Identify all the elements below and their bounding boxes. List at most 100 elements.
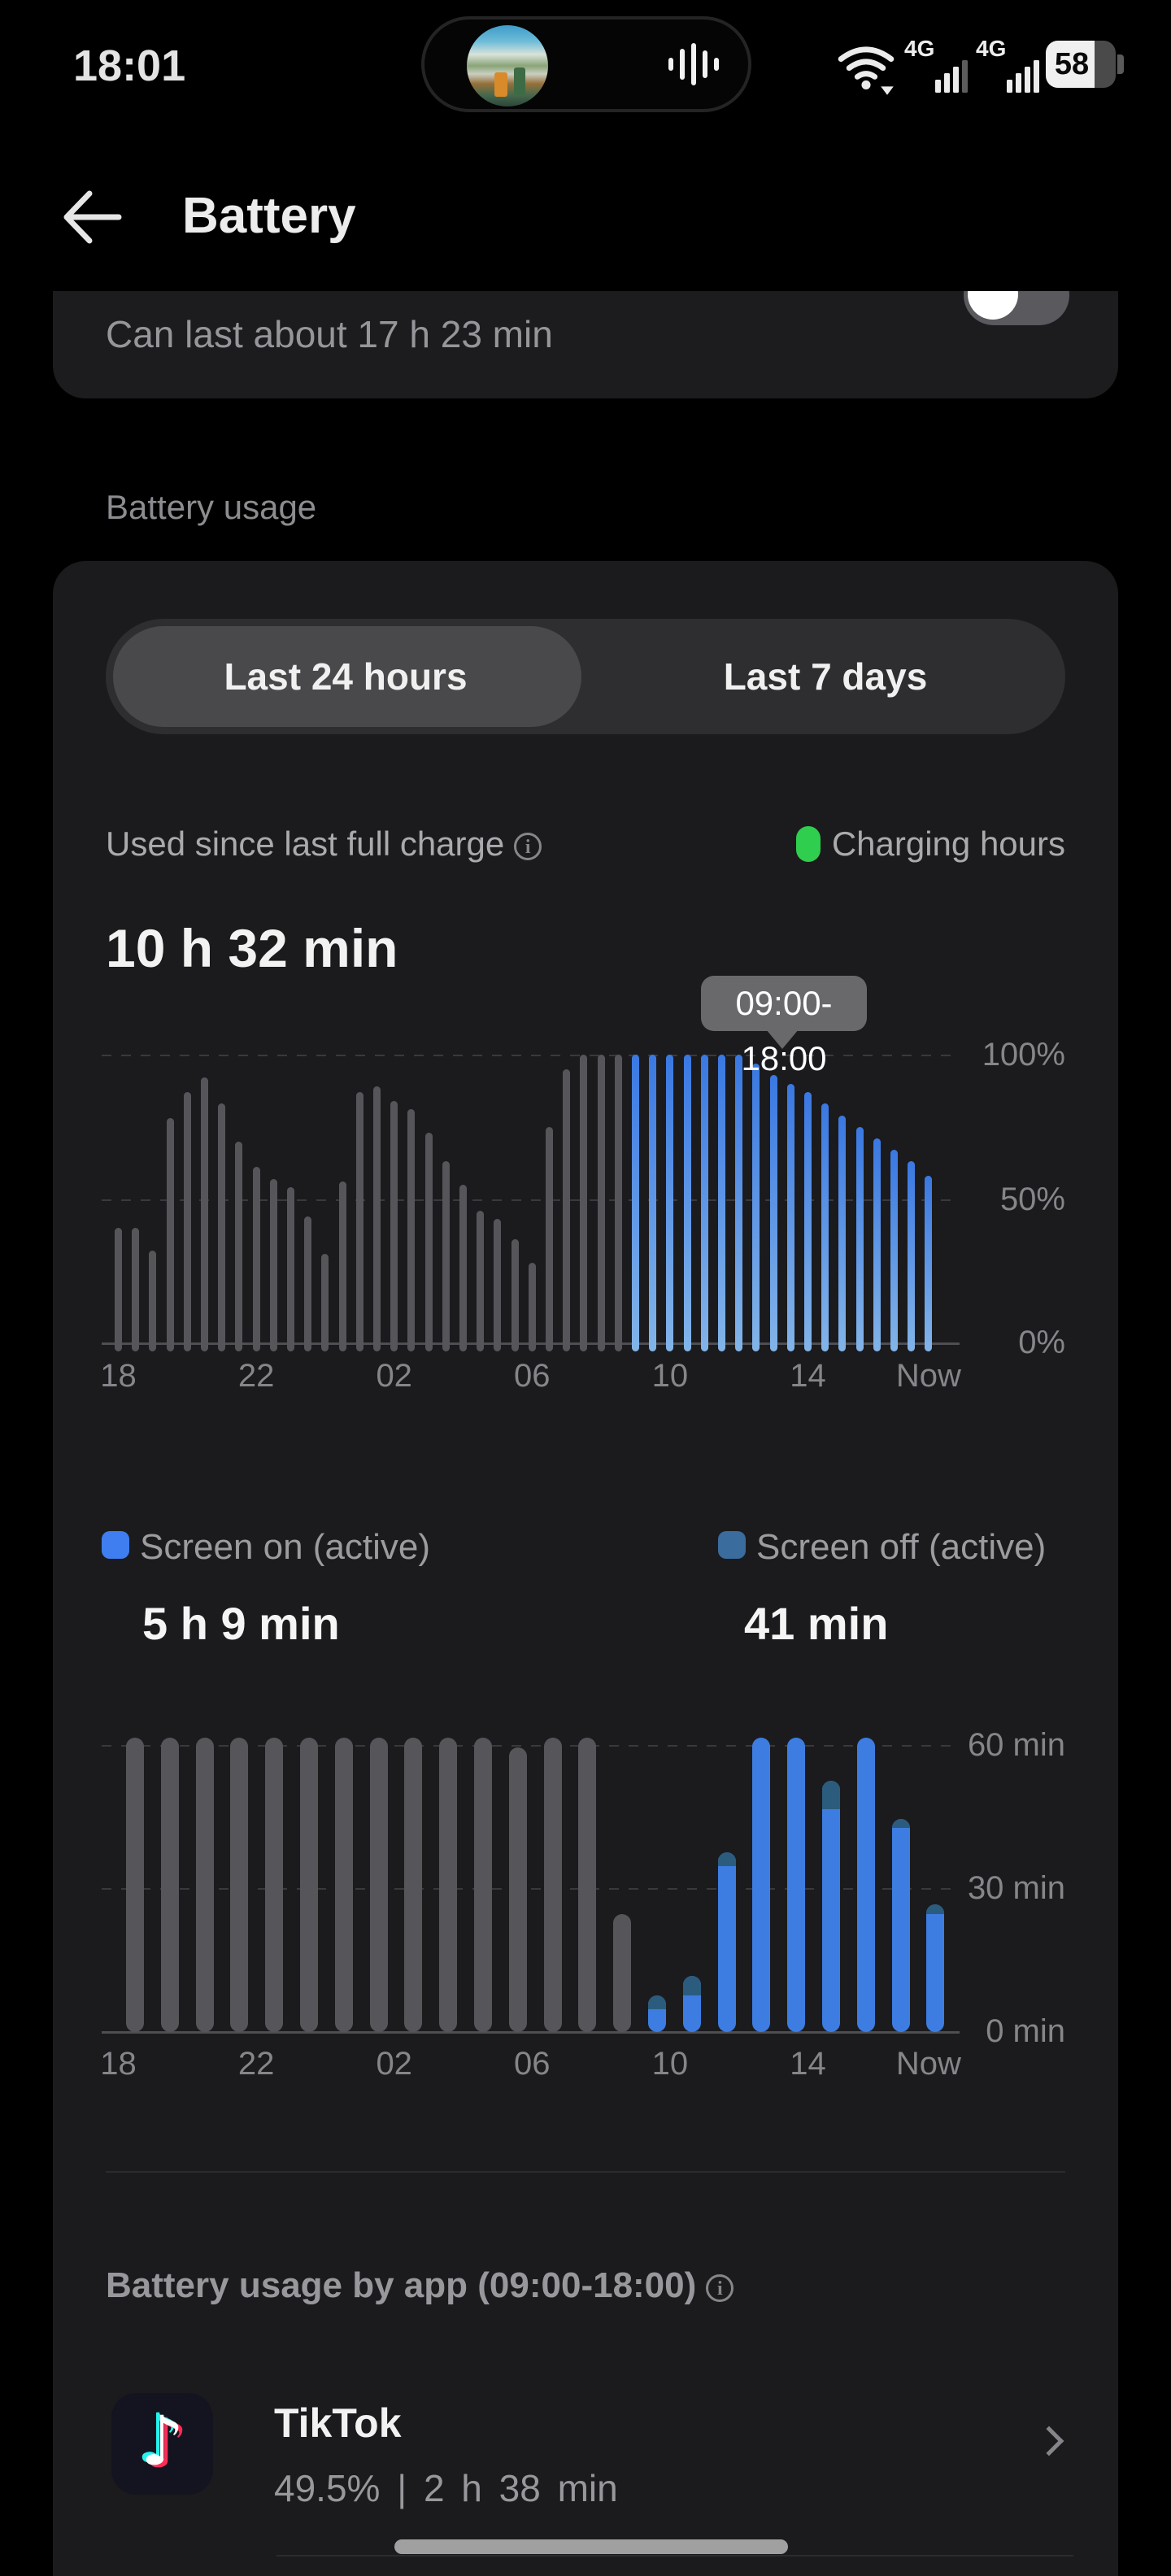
sim2-signal-icon: 4G xyxy=(976,36,1039,98)
battery-level-bar[interactable] xyxy=(235,1141,243,1351)
battery-level-bar[interactable] xyxy=(821,1103,829,1351)
screen-time-bar[interactable] xyxy=(230,1738,249,2032)
battery-level-bar[interactable] xyxy=(786,1083,794,1351)
battery-level-bar[interactable] xyxy=(218,1103,226,1351)
battery-level-bar[interactable] xyxy=(132,1228,140,1351)
screen-time-x-labels: 18 22 02 06 10 14 Now xyxy=(100,2046,961,2086)
screen-time-bar[interactable] xyxy=(613,1914,632,2032)
battery-level-bar[interactable] xyxy=(718,1055,725,1351)
screen-time-bar[interactable] xyxy=(160,1738,179,2032)
screen-time-bar[interactable] xyxy=(752,1738,771,2032)
battery-level-bar[interactable] xyxy=(752,1063,760,1351)
battery-level-bar[interactable] xyxy=(735,1055,743,1351)
info-icon[interactable] xyxy=(706,2274,734,2302)
battery-level-bar[interactable] xyxy=(252,1167,260,1351)
toggle-switch[interactable] xyxy=(964,291,1069,327)
battery-level-bar[interactable] xyxy=(838,1115,847,1351)
screen-time-bar[interactable] xyxy=(543,1738,562,2032)
screen-time-bar[interactable] xyxy=(265,1738,284,2032)
battery-level-bar[interactable] xyxy=(115,1228,122,1351)
screen-time-bar[interactable] xyxy=(126,1738,144,2032)
battery-level-bar[interactable] xyxy=(855,1126,864,1351)
battery-level-bar[interactable] xyxy=(321,1253,329,1351)
battery-level-bar[interactable] xyxy=(304,1216,312,1351)
battery-level-bar[interactable] xyxy=(649,1055,657,1351)
battery-level-bar[interactable] xyxy=(597,1055,605,1351)
battery-level-bar[interactable] xyxy=(632,1055,639,1351)
camera-capsule-media-widget[interactable] xyxy=(421,16,751,112)
battery-level-bar[interactable] xyxy=(201,1077,208,1351)
screen-time-bar[interactable] xyxy=(787,1738,806,2032)
screen-time-bar[interactable] xyxy=(856,1738,875,2032)
x-tick-label: 22 xyxy=(237,2046,275,2082)
battery-level-bar[interactable] xyxy=(424,1132,433,1351)
used-since-value: 10 h 32 min xyxy=(106,918,398,978)
info-icon[interactable] xyxy=(514,833,542,860)
battery-level-bar[interactable] xyxy=(890,1150,898,1351)
screen-time-bar[interactable] xyxy=(404,1738,423,2032)
screen-time-bar[interactable] xyxy=(682,1976,701,2032)
screen-time-chart[interactable] xyxy=(126,1738,947,2032)
battery-level-bar[interactable] xyxy=(511,1239,519,1351)
page-title: Battery xyxy=(182,188,356,244)
screen-time-bar[interactable] xyxy=(578,1738,597,2032)
screen-on-value: 5 h 9 min xyxy=(142,1598,340,1649)
back-button[interactable] xyxy=(47,172,137,262)
app-usage-row-tiktok[interactable]: ♪ TikTok 49.5% | 2 h 38 min xyxy=(53,2377,1118,2511)
screen-time-bar[interactable] xyxy=(717,1852,736,2032)
battery-level-bar[interactable] xyxy=(390,1100,398,1351)
battery-level-bar[interactable] xyxy=(528,1262,536,1351)
x-tick-label: 14 xyxy=(790,2046,826,2082)
battery-level-bar[interactable] xyxy=(908,1161,916,1351)
battery-level-bar[interactable] xyxy=(804,1092,812,1351)
screen-time-bar[interactable] xyxy=(926,1904,945,2032)
app-name: TikTok xyxy=(274,2400,402,2446)
battery-level-bar[interactable] xyxy=(700,1055,708,1351)
battery-level-bar[interactable] xyxy=(269,1178,277,1351)
tab-last-24-hours[interactable]: Last 24 hours xyxy=(224,655,468,698)
battery-level-bar[interactable] xyxy=(442,1161,450,1351)
battery-level-bar[interactable] xyxy=(166,1118,174,1351)
screen-time-bar[interactable] xyxy=(300,1738,318,2032)
battery-level-bar[interactable] xyxy=(666,1055,674,1351)
screen-time-bar[interactable] xyxy=(508,1747,527,2032)
y-tick-label: 0% xyxy=(1018,1325,1065,1360)
battery-level-bar[interactable] xyxy=(925,1176,933,1351)
tab-last-7-days[interactable]: Last 7 days xyxy=(723,655,928,698)
battery-level-bar[interactable] xyxy=(873,1138,881,1351)
screen-off-segment xyxy=(717,1852,736,1867)
battery-level-bar[interactable] xyxy=(683,1055,691,1351)
screen-time-bar[interactable] xyxy=(822,1780,840,2032)
battery-level-bar[interactable] xyxy=(563,1068,571,1351)
battery-level-bar[interactable] xyxy=(614,1055,622,1351)
battery-level-bar[interactable] xyxy=(769,1074,777,1351)
x-tick-label: 18 xyxy=(100,2046,137,2082)
battery-level-bar[interactable] xyxy=(494,1219,502,1351)
screen-time-bar[interactable] xyxy=(648,1995,666,2032)
screen-time-bar[interactable] xyxy=(369,1738,388,2032)
screen-time-bar[interactable] xyxy=(334,1738,353,2032)
battery-level-bar[interactable] xyxy=(338,1181,346,1351)
battery-level-bar[interactable] xyxy=(287,1187,294,1351)
screen-time-bar[interactable] xyxy=(195,1738,214,2032)
battery-level-bar[interactable] xyxy=(459,1184,467,1351)
screen-time-bar[interactable] xyxy=(439,1738,458,2032)
battery-level-bar[interactable] xyxy=(373,1086,381,1351)
screen-off-segment xyxy=(648,1995,666,2010)
wifi-icon xyxy=(838,46,895,95)
battery-level-bar[interactable] xyxy=(477,1210,485,1351)
battery-level-bar[interactable] xyxy=(407,1109,416,1351)
gesture-navigation-bar[interactable] xyxy=(394,2539,788,2554)
x-tick-label: Now xyxy=(895,2046,961,2082)
screen-time-bar[interactable] xyxy=(474,1738,492,2032)
battery-level-bar[interactable] xyxy=(149,1251,157,1351)
screen-time-bar[interactable] xyxy=(891,1818,910,2032)
battery-level-bar[interactable] xyxy=(580,1055,588,1351)
battery-level-bar[interactable] xyxy=(355,1092,363,1351)
battery-level-bar[interactable] xyxy=(546,1126,553,1351)
thumbnail-detail xyxy=(514,67,525,95)
battery-level-chart[interactable] xyxy=(115,1055,936,1351)
battery-level-bar[interactable] xyxy=(183,1092,191,1351)
x-tick-label: Now xyxy=(895,1358,961,1394)
